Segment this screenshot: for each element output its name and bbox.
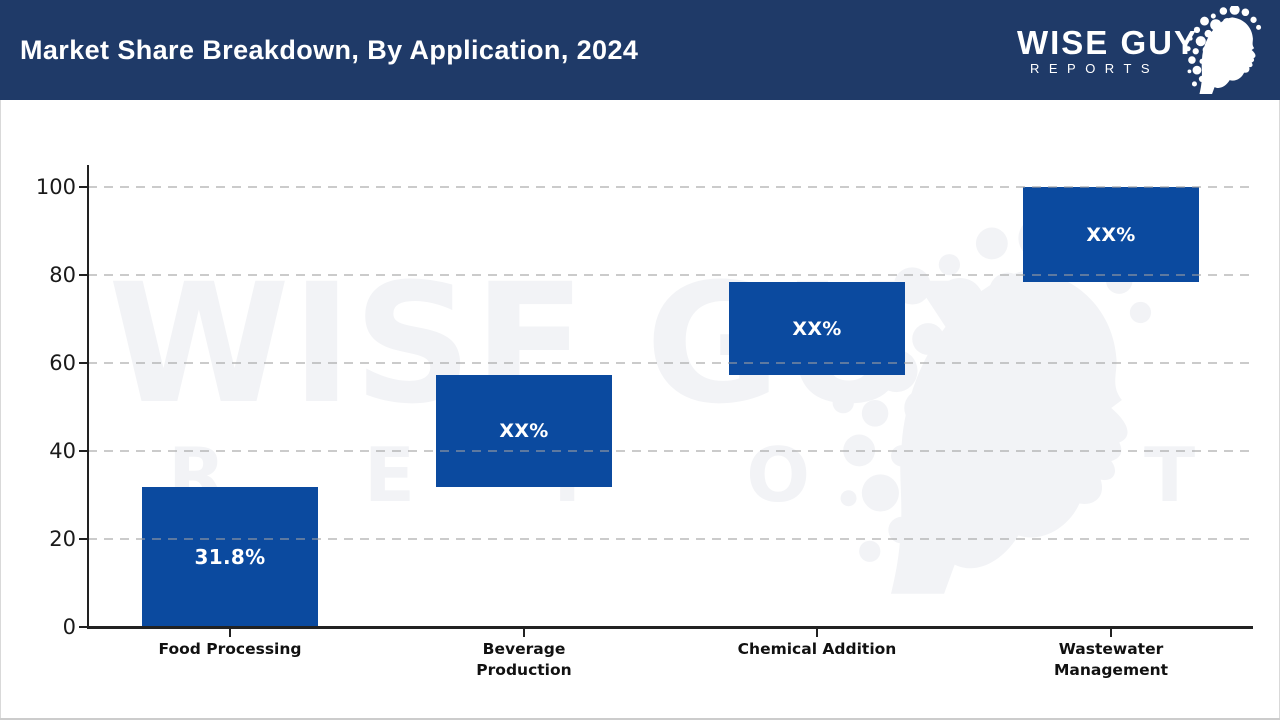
bar-value-label: XX% — [499, 420, 549, 443]
bar-value-label: 31.8% — [194, 545, 266, 570]
y-tick-label: 80 — [49, 263, 76, 287]
y-tick — [79, 450, 87, 452]
chart-area: WISE GUY R E P O R T S 02040608010031.8%… — [0, 100, 1280, 720]
y-tick — [79, 538, 87, 540]
logo-text: WISE GUY REPORTS — [1017, 26, 1198, 75]
logo-head-icon — [1185, 6, 1262, 94]
logo-subtext: REPORTS — [1029, 60, 1160, 76]
logo-wordmark: WISE GUY — [1016, 23, 1198, 61]
gridline — [88, 538, 1253, 540]
y-tick-label: 60 — [49, 351, 76, 375]
wise-guy-logo: WISE GUY REPORTS — [1017, 6, 1266, 94]
gridline — [88, 450, 1253, 452]
y-axis — [87, 165, 89, 629]
bar: XX% — [729, 282, 905, 376]
bar: XX% — [1023, 187, 1199, 283]
y-tick-label: 20 — [49, 527, 76, 551]
x-axis — [87, 626, 1253, 629]
bar: XX% — [436, 375, 612, 488]
page-title: Market Share Breakdown, By Application, … — [20, 34, 639, 65]
gridline — [88, 274, 1253, 276]
y-tick-label: 40 — [49, 439, 76, 463]
gridline — [88, 362, 1253, 364]
header-bar: Market Share Breakdown, By Application, … — [0, 0, 1280, 100]
x-tick — [816, 629, 818, 637]
y-tick — [79, 274, 87, 276]
y-tick — [79, 186, 87, 188]
bar: 31.8% — [142, 487, 318, 627]
category-label: Wastewater Management — [1053, 640, 1169, 679]
bar-value-label: XX% — [1086, 223, 1136, 246]
x-tick — [1110, 629, 1112, 637]
y-tick — [79, 362, 87, 364]
y-tick-label: 0 — [62, 615, 76, 639]
category-label: Food Processing — [158, 640, 302, 658]
category-label: Chemical Addition — [737, 640, 897, 658]
bar-value-label: XX% — [792, 317, 842, 340]
gridline — [88, 186, 1253, 188]
category-label: Beverage Production — [476, 640, 572, 679]
x-tick — [523, 629, 525, 637]
x-tick — [229, 629, 231, 637]
y-tick — [79, 626, 87, 628]
y-tick-label: 100 — [35, 175, 76, 199]
